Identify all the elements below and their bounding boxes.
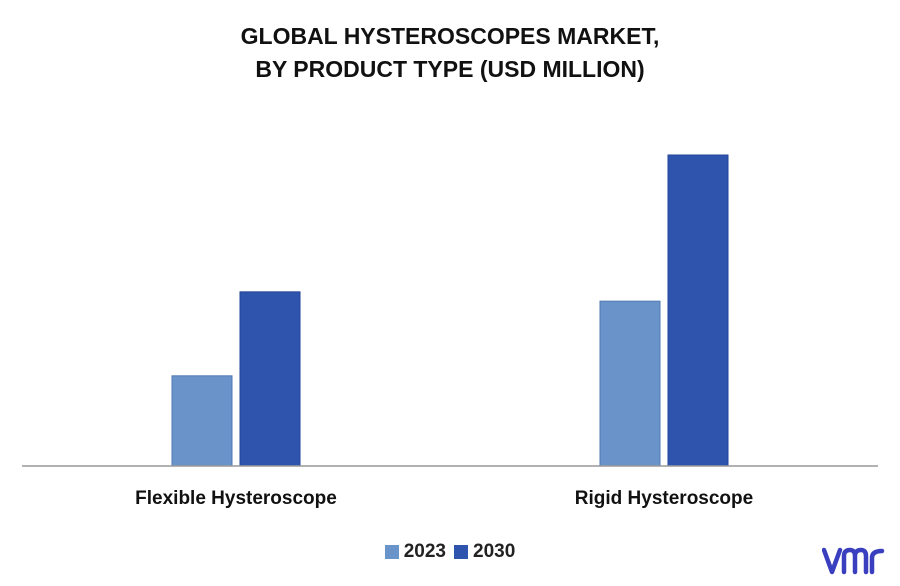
category-labels: Flexible Hysteroscope Rigid Hysteroscope [135,488,753,509]
legend-swatch-2030 [454,545,468,559]
category-label: Rigid Hysteroscope [575,488,753,509]
bar-2023-rigid-hysteroscope [599,300,661,467]
legend-label-2030: 2030 [473,541,516,562]
category-label: Flexible Hysteroscope [135,488,337,509]
bars-group [171,154,729,467]
legend-item-2030: 2030 [454,541,515,563]
bar-2030-rigid-hysteroscope [667,154,729,467]
legend-label-2023: 2023 [403,541,446,562]
bar-2030-flexible-hysteroscope [239,291,301,467]
chart-title: GLOBAL HYSTEROSCOPES MARKET, BY PRODUCT … [0,20,900,86]
legend-item-2023: 2023 [384,541,446,563]
legend-swatch-2023 [384,545,399,559]
bar-2023-flexible-hysteroscope [171,375,233,467]
vmr-logo-icon [822,547,885,575]
chart-title-line-1: GLOBAL HYSTEROSCOPES MARKET, [240,23,660,49]
chart-title-line-2: BY PRODUCT TYPE (USD MILLION) [255,56,645,82]
legend: 2023 2030 [0,541,900,563]
